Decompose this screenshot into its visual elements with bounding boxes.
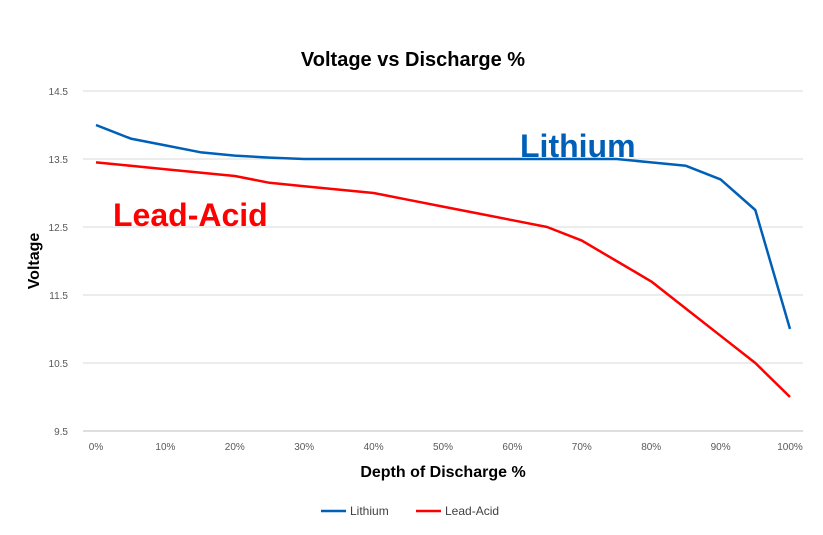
y-axis-label: Voltage <box>26 233 43 290</box>
x-tick-label: 100% <box>777 442 803 453</box>
legend-label-lithium: Lithium <box>350 504 389 518</box>
x-tick-label: 70% <box>572 442 592 453</box>
series-line-lead-acid <box>95 161 791 398</box>
annotation-lead-acid: Lead-Acid <box>113 197 268 233</box>
x-tick-label: 80% <box>641 442 661 453</box>
y-tick-label: 14.5 <box>49 87 69 98</box>
legend-label-lead-acid: Lead-Acid <box>445 504 499 518</box>
annotation-lithium: Lithium <box>520 128 636 164</box>
y-tick-label: 9.5 <box>54 427 68 438</box>
x-axis-label: Depth of Discharge % <box>360 464 525 481</box>
y-tick-label: 12.5 <box>49 223 69 234</box>
x-tick-label: 20% <box>225 442 245 453</box>
x-tick-label: 60% <box>502 442 522 453</box>
x-tick-label: 10% <box>155 442 175 453</box>
chart-title: Voltage vs Discharge % <box>301 49 525 71</box>
y-tick-label: 11.5 <box>49 291 68 302</box>
legend: Lithium Lead-Acid <box>321 504 499 518</box>
x-tick-label: 0% <box>89 442 104 453</box>
series-line-lithium <box>95 123 792 330</box>
x-tick-label: 90% <box>711 442 731 453</box>
x-tick-label: 30% <box>294 442 314 453</box>
x-tick-label: 40% <box>364 442 384 453</box>
x-tick-label: 50% <box>433 442 453 453</box>
y-tick-label: 13.5 <box>49 155 69 166</box>
y-tick-label: 10.5 <box>49 359 69 370</box>
